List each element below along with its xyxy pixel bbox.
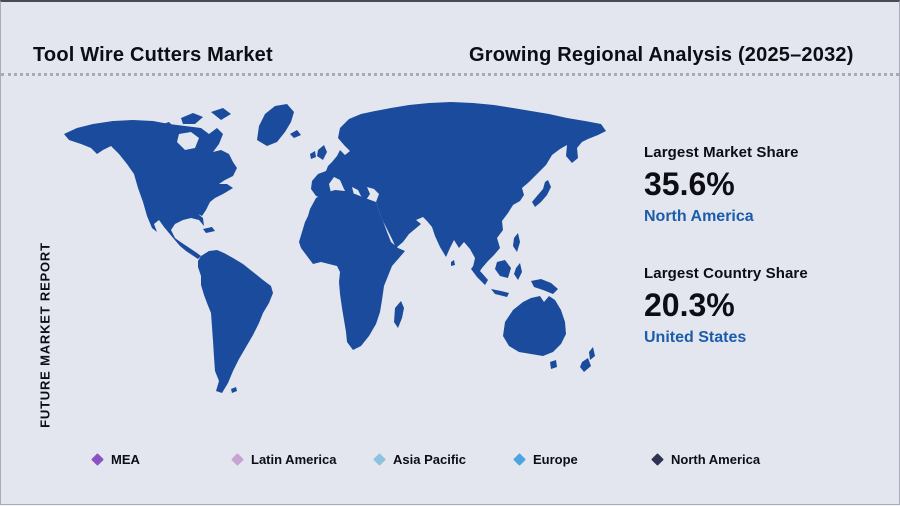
map-new-zealand bbox=[580, 347, 595, 372]
map-australia bbox=[503, 296, 566, 356]
map-arctic-islands bbox=[157, 108, 231, 132]
legend-item-mea: MEA bbox=[91, 449, 140, 469]
map-madagascar bbox=[394, 301, 404, 328]
page-subtitle: Growing Regional Analysis (2025–2032) bbox=[469, 44, 854, 66]
dotted-divider bbox=[1, 73, 899, 76]
legend: MEA Latin America Asia Pacific Europe No… bbox=[1, 449, 899, 473]
world-map-landmass bbox=[64, 102, 606, 393]
legend-item-europe: Europe bbox=[513, 449, 578, 469]
map-south-america bbox=[198, 250, 273, 393]
stat-largest-market-share: Largest Market Share 35.6% North America bbox=[644, 144, 894, 226]
brand-watermark: FUTURE MARKET REPORT bbox=[37, 242, 53, 428]
legend-label: MEA bbox=[111, 451, 140, 467]
diamond-marker-icon bbox=[513, 452, 526, 466]
diamond-marker-icon bbox=[231, 452, 244, 466]
map-iceland bbox=[290, 130, 301, 138]
legend-label: Asia Pacific bbox=[393, 451, 466, 467]
map-caribbean bbox=[203, 227, 215, 233]
diamond-marker-icon bbox=[91, 452, 104, 466]
legend-item-asia-pacific: Asia Pacific bbox=[373, 449, 466, 469]
map-sri-lanka bbox=[451, 260, 455, 266]
stat-region: North America bbox=[644, 207, 754, 225]
stat-value: 35.6% bbox=[644, 166, 735, 202]
map-africa bbox=[299, 190, 405, 350]
page-title: Tool Wire Cutters Market bbox=[33, 44, 273, 66]
map-north-america bbox=[64, 120, 237, 259]
map-southeast-asia-islands bbox=[471, 233, 558, 297]
map-british-isles bbox=[310, 145, 327, 160]
stat-label: Largest Market Share bbox=[644, 144, 799, 161]
map-japan bbox=[532, 180, 551, 207]
world-map bbox=[61, 90, 606, 400]
stat-largest-country-share: Largest Country Share 20.3% United State… bbox=[644, 265, 894, 347]
legend-label: North America bbox=[671, 451, 761, 467]
diamond-marker-icon bbox=[651, 452, 664, 466]
map-greenland bbox=[257, 104, 294, 146]
stat-region: United States bbox=[644, 328, 747, 346]
legend-label: Latin America bbox=[251, 451, 337, 467]
map-falklands bbox=[231, 387, 237, 393]
world-map-svg bbox=[64, 102, 606, 393]
stat-label: Largest Country Share bbox=[644, 265, 808, 282]
map-eurasia bbox=[311, 102, 606, 274]
legend-label: Europe bbox=[533, 451, 578, 467]
diamond-marker-icon bbox=[373, 452, 386, 466]
map-tasmania bbox=[550, 360, 557, 369]
legend-item-north-america: North America bbox=[651, 449, 761, 469]
legend-item-latin-america: Latin America bbox=[231, 449, 337, 469]
stat-value: 20.3% bbox=[644, 287, 735, 323]
